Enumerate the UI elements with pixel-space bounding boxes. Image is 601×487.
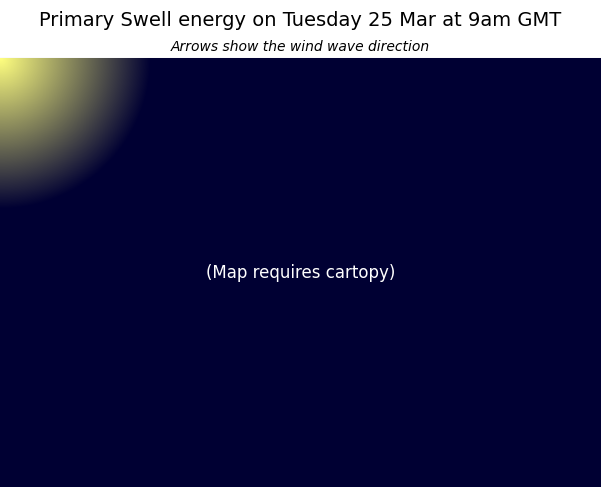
Text: Primary Swell energy on Tuesday 25 Mar at 9am GMT: Primary Swell energy on Tuesday 25 Mar a… [40,11,561,30]
Text: (Map requires cartopy): (Map requires cartopy) [206,264,395,281]
Text: Arrows show the wind wave direction: Arrows show the wind wave direction [171,40,430,54]
